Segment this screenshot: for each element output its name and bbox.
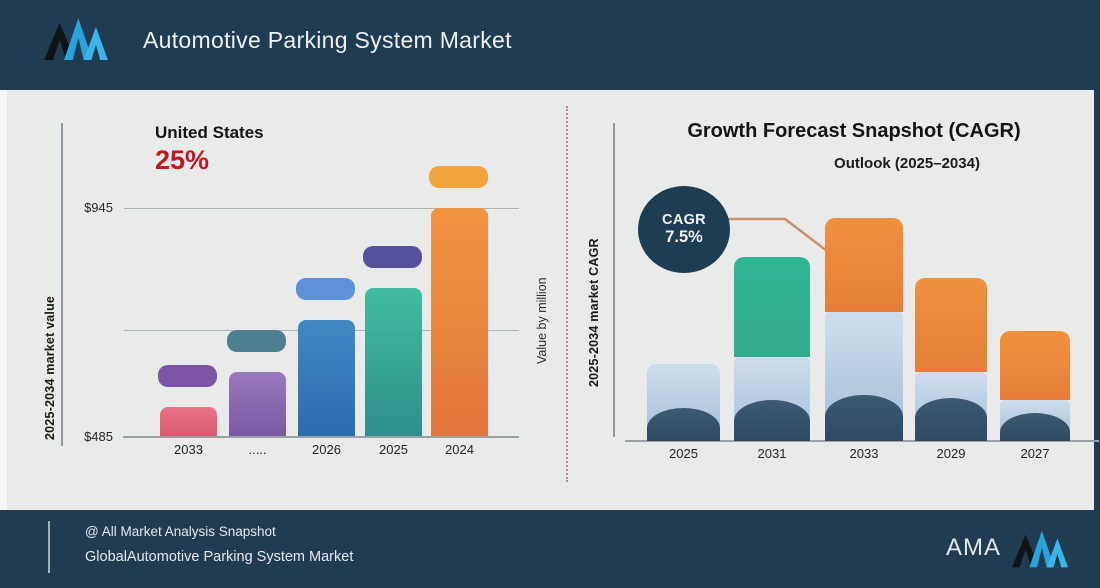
header-band: Automotive Parking System Market [0, 0, 1100, 90]
infographic-page: Automotive Parking System Market 2025-20… [0, 0, 1100, 588]
content-panel: 2025-2034 market value United States 25%… [0, 90, 1094, 510]
footer-band: @ All Market Analysis Snapshot GlobalAut… [0, 510, 1100, 588]
footer-ama-logo-icon [1010, 525, 1068, 571]
x-label-right-2033: 2033 [815, 446, 913, 461]
bar-2029-top [915, 278, 987, 372]
bar-2031-base [734, 400, 810, 441]
ama-logo-icon [42, 12, 108, 64]
bar-2033-base [825, 395, 903, 441]
x-label-right-2031: 2031 [724, 446, 820, 461]
footer-divider [48, 521, 50, 573]
bar-2033-top [825, 218, 903, 312]
footer-market-text: GlobalAutomotive Parking System Market [85, 549, 353, 565]
x-label-right-2029: 2029 [905, 446, 997, 461]
footer-brand-text: AMA [946, 534, 1001, 562]
bar-2025-base [647, 408, 720, 441]
bar-2027-top [1000, 331, 1070, 400]
page-title: Automotive Parking System Market [143, 27, 512, 54]
x-label-right-2027: 2027 [990, 446, 1080, 461]
bar-2029-base [915, 398, 987, 441]
right-chart: 2025-2034 market CAGR Growth Forecast Sn… [7, 90, 1094, 510]
footer-snapshot-text: @ All Market Analysis Snapshot [85, 524, 276, 539]
x-label-right-2025: 2025 [637, 446, 730, 461]
bar-2031-top [734, 257, 810, 357]
